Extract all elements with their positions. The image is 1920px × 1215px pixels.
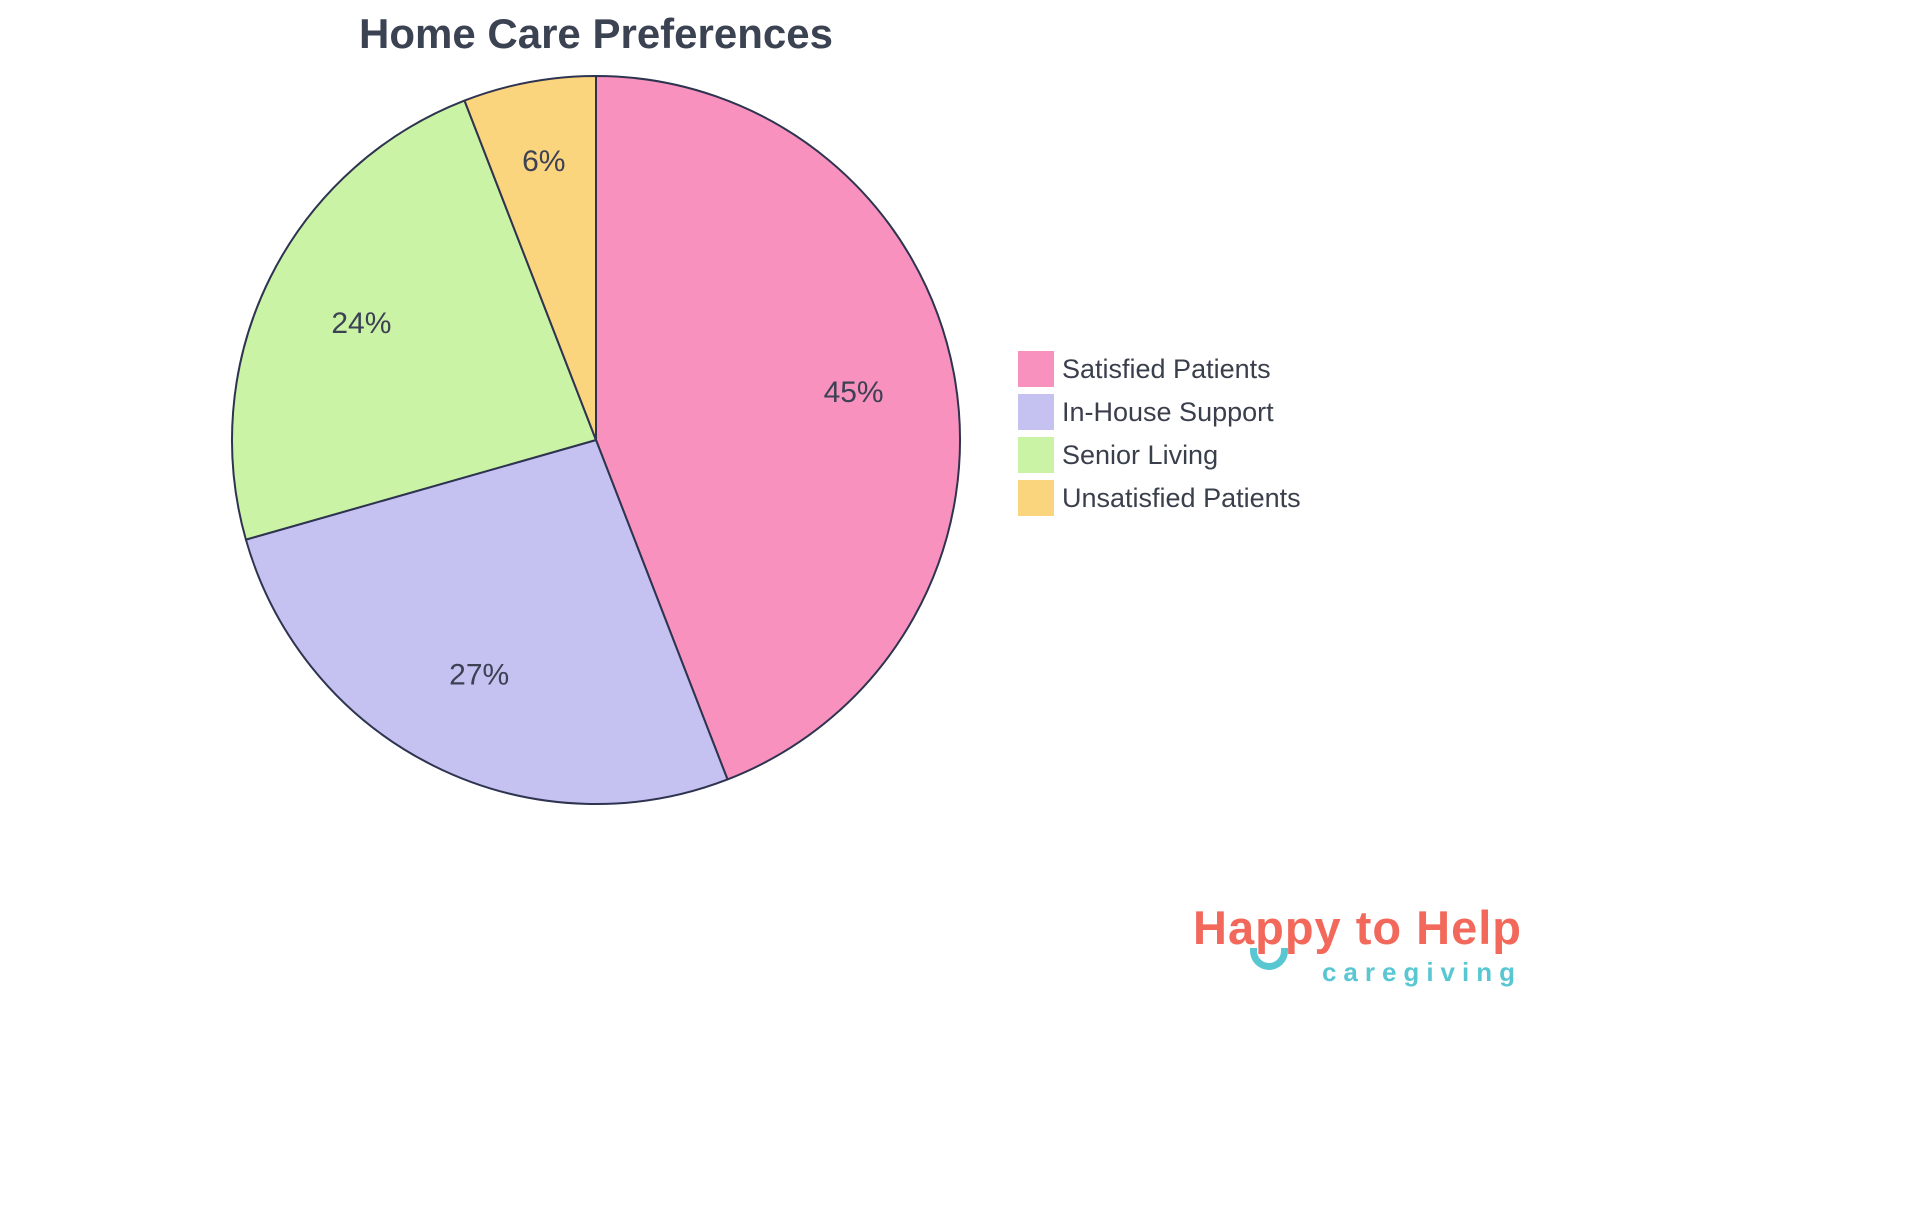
legend: Satisfied Patients In-House Support Senior… [1018,351,1301,516]
smile-icon [1250,948,1288,970]
chart-title: Home Care Preferences [359,10,833,57]
legend-label: Unsatisfied Patients [1062,482,1301,513]
legend-swatch [1018,480,1054,516]
pie-slice-0 [595,75,961,781]
legend-item-2: Senior Living [1018,437,1301,473]
logo: Happy to Help caregiving [1193,900,1522,988]
slice-percent-label: 24% [331,307,391,340]
slice-percent-label: 6% [522,145,565,178]
logo-subtext: caregiving [1321,957,1522,987]
legend-swatch [1018,437,1054,473]
slice-percent-label: 45% [824,376,884,409]
legend-item-0: Satisfied Patients [1018,351,1301,387]
legend-item-3: Unsatisfied Patients [1018,480,1301,516]
logo-text: Happy to Help [1193,901,1522,954]
slice-percent-label: 27% [449,659,509,692]
legend-label: Satisfied Patients [1062,353,1271,384]
legend-swatch [1018,351,1054,387]
legend-label: In-House Support [1062,396,1274,427]
legend-item-1: In-House Support [1018,394,1301,430]
legend-swatch [1018,394,1054,430]
pie-slice-3 [463,75,597,441]
pie-slice-2 [231,99,597,541]
pie-slice-1 [244,439,729,805]
legend-label: Senior Living [1062,439,1219,470]
